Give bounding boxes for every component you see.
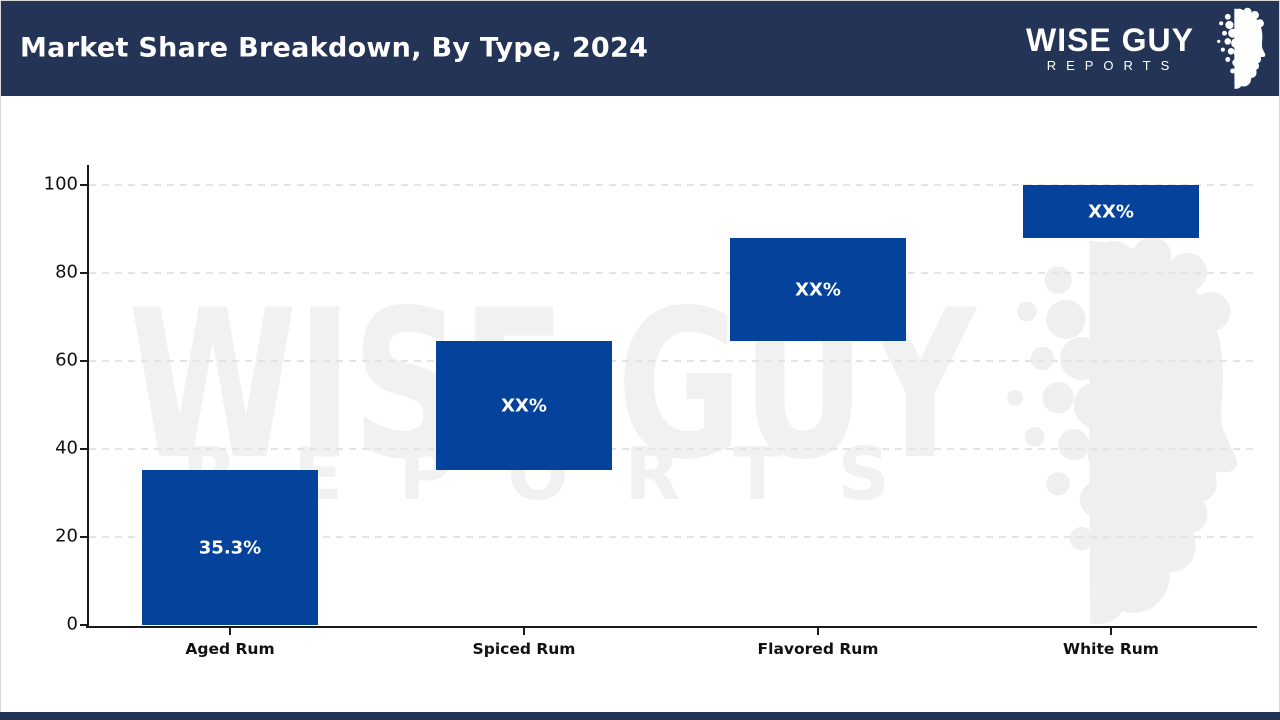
x-category-label: Flavored Rum (757, 640, 879, 658)
footer-band (0, 712, 1280, 720)
gridline (89, 360, 1257, 362)
bar-value-label: XX% (795, 279, 841, 300)
y-tick-label: 100 (43, 173, 78, 195)
bar (142, 470, 318, 625)
logo-wordmark: WISE GUY (1025, 21, 1194, 58)
bar-value-label: XX% (1088, 201, 1134, 222)
gridline (89, 184, 1257, 186)
y-tick-mark (80, 536, 87, 538)
gridline (89, 448, 1257, 450)
y-tick-label: 20 (55, 525, 78, 547)
bar (1023, 185, 1199, 238)
gridline (89, 272, 1257, 274)
bar (730, 238, 906, 341)
x-category-label: Spiced Rum (472, 640, 576, 658)
y-tick-mark (80, 624, 87, 626)
x-tick-mark (523, 628, 525, 635)
logo-head-icon (1217, 7, 1266, 89)
y-tick-mark (80, 184, 87, 186)
y-tick-mark (80, 360, 87, 362)
y-tick-label: 80 (55, 261, 78, 283)
page-title: Market Share Breakdown, By Type, 2024 (20, 32, 649, 64)
logo-subtitle: REPORTS (1046, 58, 1180, 74)
y-tick-label: 60 (55, 349, 78, 371)
bar (436, 341, 612, 470)
x-tick-mark (229, 628, 231, 635)
y-tick-mark (80, 448, 87, 450)
bar-value-label: XX% (501, 395, 547, 416)
x-tick-mark (1110, 628, 1112, 635)
y-tick-mark (80, 272, 87, 274)
y-axis-spine (87, 165, 89, 628)
header-band: Market Share Breakdown, By Type, 2024 WI… (0, 0, 1280, 96)
logo-text: WISE GUY REPORTS (1025, 21, 1194, 74)
gridline (89, 536, 1257, 538)
x-category-label: White Rum (1063, 640, 1159, 658)
watermark-head-icon (1007, 237, 1238, 625)
x-tick-mark (817, 628, 819, 635)
wise-guy-logo: WISE GUY REPORTS (1026, 5, 1268, 91)
x-axis-spine (86, 626, 1257, 628)
y-tick-label: 40 (55, 437, 78, 459)
bar-value-label: 35.3% (198, 537, 262, 558)
y-tick-label: 0 (66, 613, 78, 635)
x-category-label: Aged Rum (185, 640, 275, 658)
